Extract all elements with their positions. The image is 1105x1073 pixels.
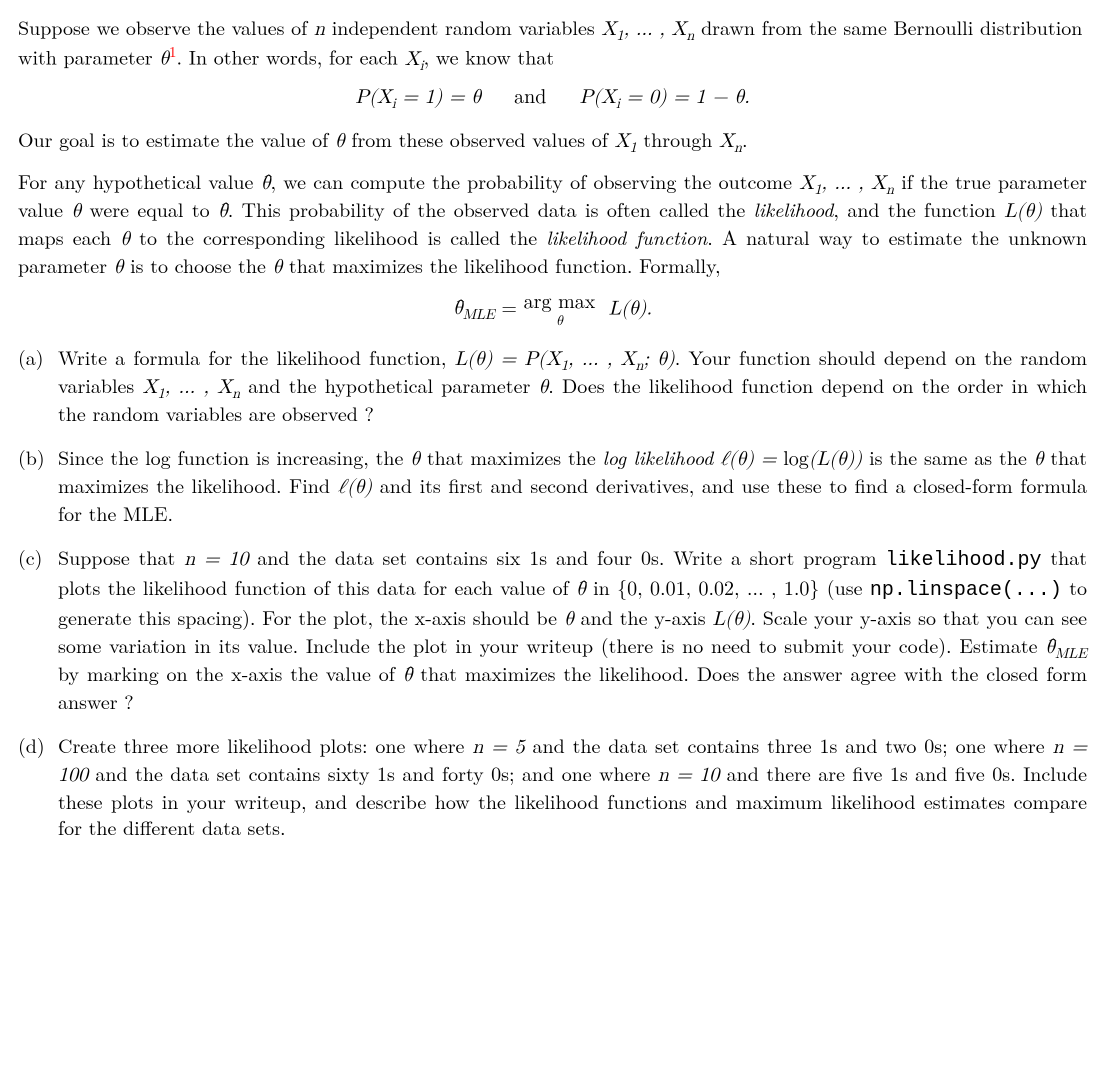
- mle-rhs: L(θ).: [602, 298, 652, 318]
- math-thetahat: θ̂: [218, 201, 228, 221]
- text: Since the log function is increasing, th…: [58, 442, 410, 471]
- part-label: (c): [18, 544, 58, 570]
- text: by marking on the x-axis the value of: [58, 658, 403, 687]
- text: and the hypothetical parameter: [240, 370, 538, 399]
- text: from these observed values of: [345, 124, 615, 153]
- text: in: [586, 572, 617, 601]
- text: is the same as the: [862, 442, 1033, 471]
- text: that maximizes the: [420, 442, 603, 471]
- part-a: (a) Write a formula for the likelihood f…: [18, 344, 1087, 426]
- text: , we can compute the probability of obse…: [270, 166, 799, 195]
- text: (use: [819, 572, 869, 601]
- text: For any hypothetical value: [18, 166, 261, 195]
- eq-right: P(Xi = 0) = 1 − θ.: [580, 87, 750, 107]
- math-theta: θ: [335, 131, 345, 151]
- math-xi: Xi: [405, 49, 424, 69]
- argmax-op: arg max: [524, 292, 596, 312]
- math-theta: θ: [71, 201, 81, 221]
- text: , and the function: [833, 194, 1004, 223]
- intro-paragraph: Suppose we observe the values of n indep…: [18, 14, 1087, 72]
- text: Suppose that: [58, 542, 184, 571]
- likelihood-paragraph: For any hypothetical value θ̂, we can co…: [18, 168, 1087, 280]
- part-body: Create three more likelihood plots: one …: [58, 732, 1087, 840]
- text: through: [637, 124, 719, 153]
- eq-and: and: [514, 87, 546, 107]
- math: X1, … , Xn: [142, 377, 240, 397]
- goal-paragraph: Our goal is to estimate the value of θ f…: [18, 126, 1087, 154]
- math: n = 10: [658, 765, 720, 785]
- text: and the data set contains sixty 1s and f…: [88, 758, 658, 787]
- math-vars: X1, … , Xn: [799, 173, 894, 193]
- text: , we know that: [424, 42, 555, 71]
- text: Write a formula for the likelihood funct…: [58, 342, 455, 371]
- eq-sign: =: [501, 298, 523, 318]
- code-filename: likelihood.py: [885, 549, 1041, 572]
- argmax: arg max θ: [524, 292, 596, 328]
- argmax-sub: θ: [524, 314, 596, 328]
- part-label: (b): [18, 444, 58, 470]
- part-body: Write a formula for the likelihood funct…: [58, 344, 1087, 426]
- math: θ: [1034, 449, 1044, 469]
- math: θ: [539, 377, 549, 397]
- math: L(θ) = P(X1, … , Xn; θ): [455, 349, 675, 369]
- math: θ̂: [576, 579, 586, 599]
- text: and the data set contains six 1s and fou…: [248, 542, 885, 571]
- text: to the corresponding likelihood is calle…: [130, 222, 546, 251]
- math: ℓ(θ): [338, 477, 373, 497]
- footnote-marker: 1: [169, 41, 177, 62]
- text: Our goal is to estimate the value of: [18, 124, 335, 153]
- math-theta: θ: [159, 49, 169, 69]
- text: that maximizes the likelihood function. …: [282, 250, 720, 279]
- part-body: Suppose that n = 10 and the data set con…: [58, 544, 1087, 714]
- text: Suppose we observe the values of: [18, 12, 314, 41]
- text: .: [742, 124, 748, 153]
- math: n = 10: [184, 549, 248, 569]
- math: θ: [564, 609, 574, 629]
- math: ℓ(θ) = log(L(θ)): [720, 449, 862, 469]
- code-linspace: np.linspace(...): [870, 579, 1062, 602]
- math-vars: X1, … , Xn: [601, 19, 694, 39]
- text: . In other words, for each: [177, 42, 405, 71]
- math-thetahat: θ̂: [261, 173, 271, 193]
- mle-lhs: θ̂MLE: [453, 298, 495, 318]
- likelihood-function-word: likelihood function: [546, 222, 707, 251]
- math: n = 5: [472, 737, 524, 757]
- part-label: (d): [18, 732, 58, 758]
- eq-left: P(Xi = 1) = θ: [355, 87, 481, 107]
- part-c: (c) Suppose that n = 10 and the data set…: [18, 544, 1087, 714]
- text: were equal to: [81, 194, 218, 223]
- math-theta: θ: [120, 229, 130, 249]
- math-theta: θ: [273, 257, 283, 277]
- math-set: {0, 0.01, 0.02, … , 1.0}: [617, 579, 819, 599]
- math-theta: θ: [114, 257, 124, 277]
- math-L: L(θ): [1004, 201, 1042, 221]
- display-eq-mle: θ̂MLE = arg max θ L(θ).: [18, 292, 1087, 328]
- part-d: (d) Create three more likelihood plots: …: [18, 732, 1087, 840]
- problem-parts: (a) Write a formula for the likelihood f…: [18, 344, 1087, 840]
- text: is to choose the: [123, 250, 272, 279]
- math: L(θ): [713, 609, 751, 629]
- part-b: (b) Since the log function is increasing…: [18, 444, 1087, 526]
- math: θ: [410, 449, 420, 469]
- math-xn: Xn: [719, 131, 742, 151]
- math-n: n: [314, 19, 325, 39]
- text: . This probability of the observed data …: [228, 194, 754, 223]
- part-label: (a): [18, 344, 58, 370]
- likelihood-word: likelihood: [754, 194, 834, 223]
- text: and the y-axis: [574, 602, 713, 631]
- text: independent random variables: [325, 12, 601, 41]
- text: and the data set contains three 1s and t…: [525, 730, 1053, 759]
- log-likelihood-word: log likelihood: [603, 442, 714, 471]
- math: θ̂MLE: [1045, 637, 1087, 657]
- math-x1: X1: [615, 131, 637, 151]
- part-body: Since the log function is increasing, th…: [58, 444, 1087, 526]
- display-eq-bernoulli: P(Xi = 1) = θ and P(Xi = 0) = 1 − θ.: [18, 84, 1087, 110]
- text: Create three more likelihood plots: one …: [58, 730, 472, 759]
- math: θ̂: [403, 665, 413, 685]
